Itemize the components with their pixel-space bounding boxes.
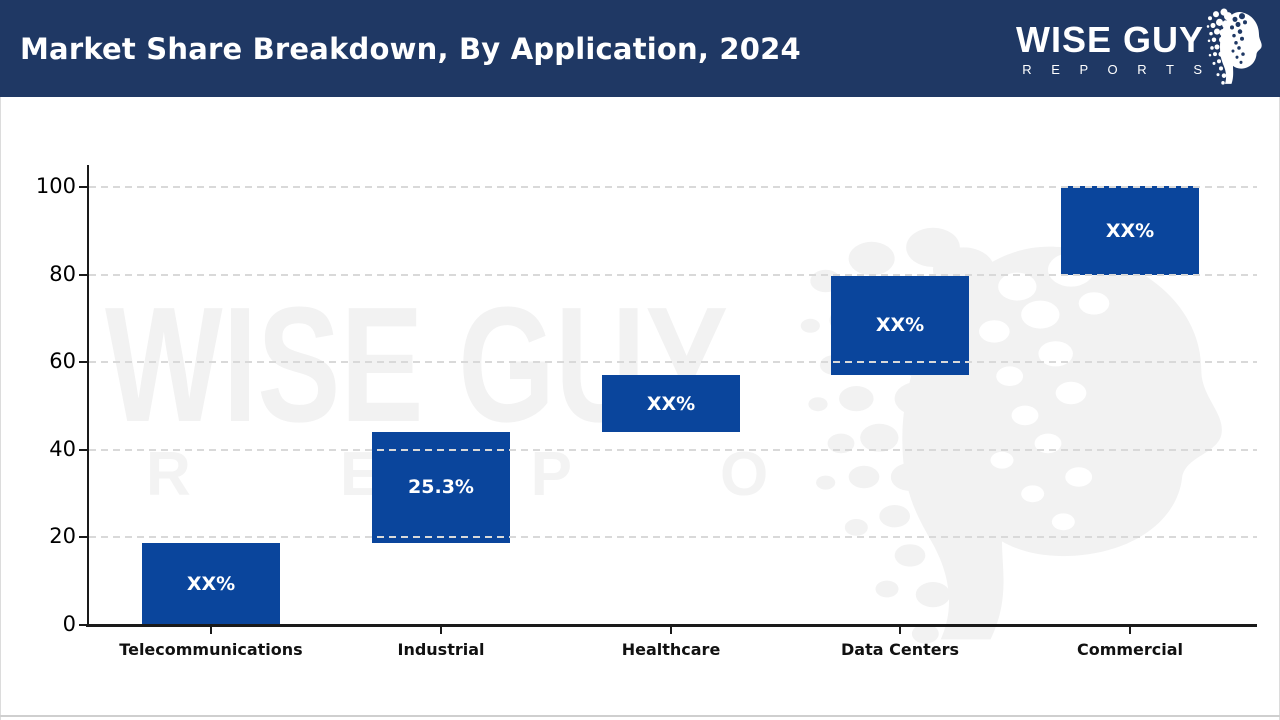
y-tick-0	[79, 624, 87, 626]
bar-value-label: 25.3%	[408, 476, 474, 499]
bar-value-label: XX%	[646, 392, 696, 415]
wise-guy-logo: WISE GUY R E P O R T S	[1016, 5, 1266, 93]
bar-telecommunications	[142, 542, 280, 625]
gridline-20	[89, 536, 1257, 539]
x-tick-0	[210, 627, 212, 634]
x-tick-2	[670, 627, 672, 634]
bar-data-centers	[831, 275, 969, 376]
x-tick-1	[440, 627, 442, 634]
y-axis-line	[87, 165, 89, 627]
y-tick-label: 60	[49, 349, 76, 374]
logo-text: WISE GUY R E P O R T S	[1015, 18, 1204, 77]
y-tick-label: 100	[35, 174, 76, 198]
y-tick-label: 40	[49, 436, 76, 461]
logo-wordmark: WISE GUY	[1015, 18, 1204, 60]
y-tick-40	[79, 448, 87, 451]
y-tick-label: 80	[49, 261, 76, 286]
x-label-data-centers: Data Centers	[841, 640, 959, 659]
x-tick-4	[1129, 627, 1131, 634]
gridline-80	[89, 273, 1257, 276]
y-tick-label: 20	[49, 524, 76, 549]
bar-value-label: XX%	[1105, 219, 1155, 242]
logo-subtitle: R E P O R T S	[1022, 61, 1210, 77]
y-tick-label: 0	[62, 612, 76, 636]
gridline-40	[89, 448, 1257, 451]
bar-commercial	[1061, 186, 1199, 276]
y-tick-60	[79, 361, 87, 364]
bottom-frame-line	[0, 715, 1280, 717]
dotted-face-logo-icon	[1206, 8, 1262, 85]
x-label-commercial: Commercial	[1076, 640, 1184, 659]
chart-title: Market Share Breakdown, By Application, …	[20, 31, 801, 66]
x-label-healthcare: Healthcare	[621, 640, 721, 659]
gridline-100	[89, 186, 1257, 188]
gridline-60	[89, 361, 1257, 364]
bar-value-label: XX%	[186, 572, 236, 595]
x-label-industrial: Industrial	[397, 640, 485, 659]
x-axis-line	[86, 624, 1257, 627]
y-tick-80	[79, 273, 87, 276]
x-tick-3	[899, 627, 901, 634]
bar-healthcare	[602, 375, 740, 432]
y-tick-20	[79, 536, 87, 539]
left-frame-line	[0, 97, 1, 720]
header-bar: Market Share Breakdown, By Application, …	[0, 0, 1280, 97]
x-label-telecommunications: Telecommunications	[119, 640, 303, 659]
bar-value-label: XX%	[875, 314, 925, 337]
y-tick-100	[79, 186, 87, 188]
